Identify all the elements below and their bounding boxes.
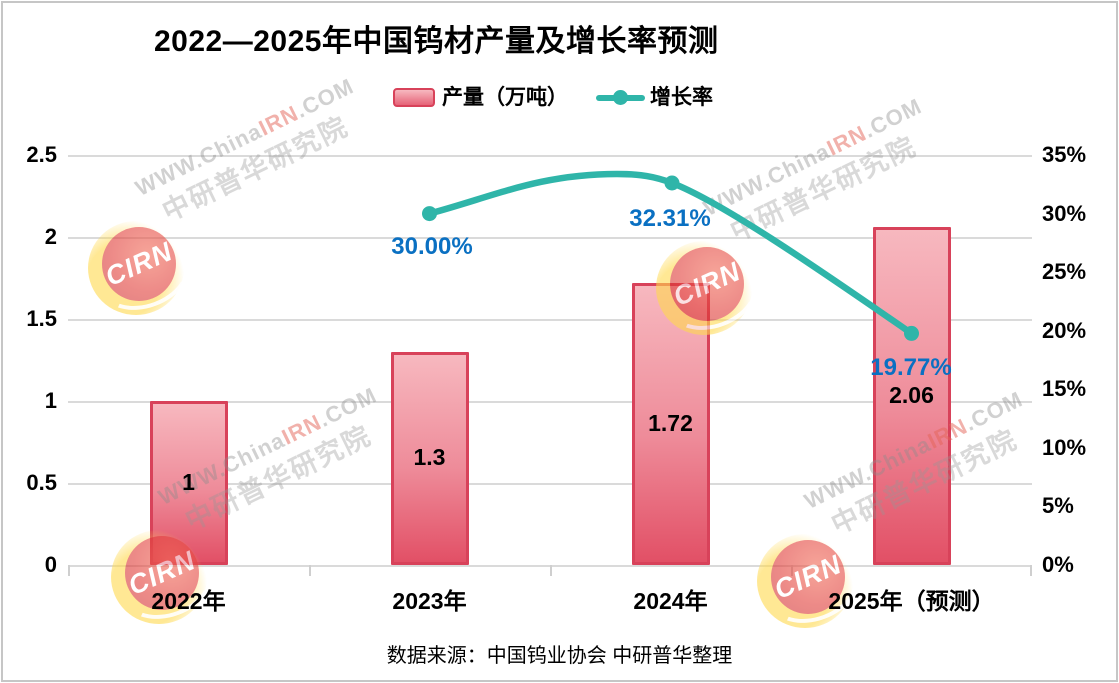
growth-curve — [426, 170, 915, 337]
y-axis-right-tick: 25% — [1042, 259, 1087, 284]
legend-label-production: 产量（万吨） — [442, 86, 568, 109]
bar-value-label: 2.06 — [889, 382, 934, 408]
axis-tick — [309, 565, 311, 576]
cirn-logo-icon: CIRN — [656, 241, 768, 343]
y-axis-left-tick: 0 — [44, 552, 57, 577]
cirn-logo-icon: CIRN — [757, 534, 869, 636]
gridline — [68, 237, 1032, 239]
line-marker-2023 — [422, 206, 437, 222]
gridline — [68, 319, 1032, 321]
y-axis-right-tick: 10% — [1042, 435, 1087, 460]
legend: 产量（万吨） 增长率 — [0, 84, 1119, 112]
bar-value-label: 1.72 — [648, 410, 693, 436]
y-axis-right-tick: 5% — [1042, 493, 1074, 518]
axis-tick — [68, 565, 70, 576]
growth-value-label: 19.77% — [870, 354, 952, 381]
x-axis-label-2025: 2025年（预测） — [828, 588, 995, 614]
gridline — [68, 401, 1032, 403]
x-axis-label-2022: 2022年 — [151, 588, 226, 614]
gridline — [68, 483, 1032, 485]
y-axis-right-tick: 30% — [1042, 201, 1087, 226]
gridline — [68, 155, 1032, 157]
bar-2025 — [872, 227, 951, 565]
bar-value-label: 1 — [182, 469, 195, 495]
y-axis-left-tick: 0.5 — [26, 470, 57, 495]
bar-value-label: 1.3 — [413, 444, 446, 470]
line-marker-2025 — [904, 325, 919, 341]
y-axis-left-tick: 2 — [44, 224, 57, 249]
chart-title: 2022—2025年中国钨材产量及增长率预测 — [154, 25, 719, 58]
x-axis-label-2024: 2024年 — [633, 588, 708, 614]
data-source-note: 数据来源：中国钨业协会 中研普华整理 — [386, 645, 733, 667]
y-axis-right-tick: 15% — [1042, 376, 1087, 401]
legend-label-growth: 增长率 — [650, 86, 713, 109]
axis-tick — [550, 565, 552, 576]
y-axis-left-tick: 2.5 — [26, 142, 57, 167]
growth-value-label: 32.31% — [629, 205, 711, 232]
legend-line-marker-icon — [613, 90, 628, 105]
y-axis-right-tick: 0% — [1042, 552, 1074, 577]
axis-tick — [1030, 565, 1032, 576]
y-axis-left-tick: 1 — [44, 388, 57, 413]
x-axis-label-2023: 2023年 — [392, 588, 467, 614]
y-axis-right-tick: 35% — [1042, 142, 1087, 167]
legend-bar-swatch-icon — [393, 88, 435, 107]
line-marker-2024 — [664, 175, 680, 191]
y-axis-left-tick: 1.5 — [26, 306, 57, 331]
cirn-logo-icon: CIRN — [88, 221, 200, 323]
bar-2023 — [390, 351, 469, 565]
cirn-logo-icon: CIRN — [111, 530, 223, 632]
y-axis-right-tick: 20% — [1042, 318, 1087, 343]
growth-value-label: 30.00% — [391, 233, 473, 260]
